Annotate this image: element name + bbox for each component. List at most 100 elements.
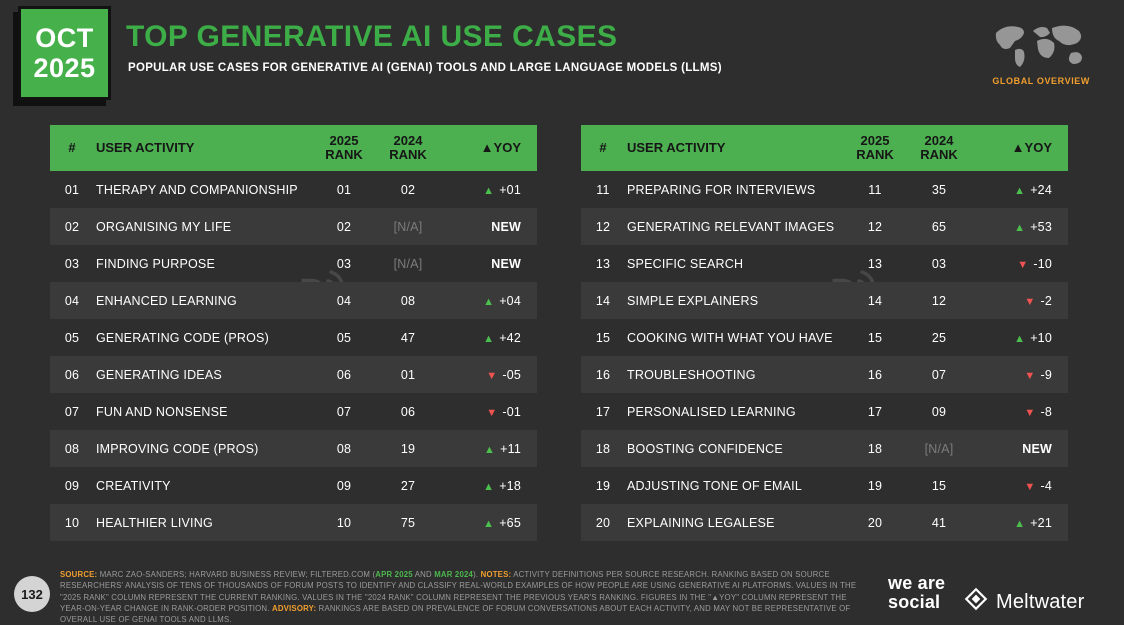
yoy-arrow-icon: ▲ <box>483 480 495 493</box>
row-index: 04 <box>64 293 80 308</box>
yoy-arrow-icon: ▼ <box>486 369 498 382</box>
row-rank-2025: 14 <box>867 293 883 308</box>
source-link[interactable]: MAR 2024 <box>434 570 474 579</box>
row-rank-2025: 18 <box>867 441 883 456</box>
we-are-social-line: we are <box>888 573 946 593</box>
row-rank-2025: 15 <box>867 330 883 345</box>
source-link[interactable]: APR 2025 <box>375 570 413 579</box>
we-are-social-line: social <box>888 591 941 612</box>
column-header-index: # <box>68 139 76 155</box>
row-yoy: ▼ -4 <box>972 479 1068 493</box>
row-yoy: ▼ -01 <box>441 405 537 419</box>
row-index: 08 <box>64 441 80 456</box>
row-rank-2024: 15 <box>931 478 947 493</box>
row-activity: FUN AND NONSENSE <box>96 404 228 419</box>
row-yoy: ▲ +42 <box>441 331 537 345</box>
table-row: 06 GENERATING IDEAS 06 01 ▼ -05 <box>50 356 537 393</box>
yoy-value: +11 <box>500 441 521 456</box>
row-activity: HEALTHIER LIVING <box>96 515 213 530</box>
column-header-activity: USER ACTIVITY <box>96 139 195 155</box>
row-yoy: NEW <box>441 257 537 271</box>
row-rank-2024: 75 <box>400 515 416 530</box>
row-activity: EXPLAINING LEGALESE <box>627 515 775 530</box>
yoy-arrow-icon: ▼ <box>1024 480 1036 493</box>
table-row: 12 GENERATING RELEVANT IMAGES 12 65 ▲ +53 <box>581 208 1068 245</box>
source-text: SOURCE: <box>60 570 98 579</box>
table-row: 05 GENERATING CODE (PROS) 05 47 ▲ +42 <box>50 319 537 356</box>
row-rank-2024: 01 <box>400 367 416 382</box>
source-text: NOTES: <box>480 570 512 579</box>
yoy-value: +53 <box>1030 219 1052 234</box>
column-header-rank-2025: 2025 RANK <box>856 132 894 162</box>
table-row: 20 EXPLAINING LEGALESE 20 41 ▲ +21 <box>581 504 1068 541</box>
row-activity: TROUBLESHOOTING <box>627 367 756 382</box>
row-rank-2025: 11 <box>868 182 882 197</box>
yoy-value: +21 <box>1030 515 1052 530</box>
row-rank-2025: 06 <box>336 367 352 382</box>
row-rank-2024: 07 <box>931 367 947 382</box>
yoy-arrow-icon: ▲ <box>1014 184 1026 197</box>
row-rank-2025: 17 <box>867 404 883 419</box>
row-index: 16 <box>595 367 611 382</box>
source-text: AND <box>412 570 435 579</box>
row-index: 18 <box>595 441 611 456</box>
world-map-icon <box>992 20 1092 70</box>
row-yoy: ▲ +24 <box>972 183 1068 197</box>
table-header-row: # USER ACTIVITY 2025 RANK 2024 RANK ▲YOY <box>50 125 537 171</box>
row-activity: PREPARING FOR INTERVIEWS <box>627 182 816 197</box>
row-activity: BOOSTING CONFIDENCE <box>627 441 783 456</box>
row-activity: SPECIFIC SEARCH <box>627 256 744 271</box>
yoy-arrow-icon: ▲ <box>1014 221 1026 234</box>
table-row: 17 PERSONALISED LEARNING 17 09 ▼ -8 <box>581 393 1068 430</box>
table-row: 09 CREATIVITY 09 27 ▲ +18 <box>50 467 537 504</box>
yoy-arrow-icon: ▲ <box>484 443 496 456</box>
meltwater-logo: Meltwater <box>963 586 1085 618</box>
yoy-value: +42 <box>499 330 521 345</box>
row-yoy: ▲ +18 <box>441 479 537 493</box>
yoy-value: -05 <box>502 367 521 382</box>
row-activity: SIMPLE EXPLAINERS <box>627 293 759 308</box>
yoy-value: +10 <box>1030 330 1052 345</box>
table-row: 07 FUN AND NONSENSE 07 06 ▼ -01 <box>50 393 537 430</box>
page-title: TOP GENERATIVE AI USE CASES <box>126 20 618 53</box>
yoy-value: -9 <box>1040 367 1052 382</box>
row-rank-2024: 27 <box>400 478 416 493</box>
row-rank-2024: 35 <box>931 182 947 197</box>
yoy-value: -8 <box>1040 404 1052 419</box>
column-header-yoy: ▲YOY <box>1011 139 1052 155</box>
yoy-value: -10 <box>1033 256 1052 271</box>
row-index: 01 <box>64 182 80 197</box>
date-year: 2025 <box>33 53 96 83</box>
table-row: 10 HEALTHIER LIVING 10 75 ▲ +65 <box>50 504 537 541</box>
yoy-arrow-icon: ▲ <box>483 184 495 197</box>
row-activity: GENERATING IDEAS <box>96 367 222 382</box>
row-rank-2025: 08 <box>336 441 352 456</box>
row-rank-2025: 02 <box>336 219 352 234</box>
row-yoy: ▲ +21 <box>972 516 1068 530</box>
source-text: ACTIVITY DEFINITIONS PER SOURCE RESEARCH… <box>60 570 857 613</box>
row-activity: PERSONALISED LEARNING <box>627 404 796 419</box>
source-text: ADVISORY: <box>271 603 317 613</box>
table-body: 11 PREPARING FOR INTERVIEWS 11 35 ▲ +24 1… <box>581 171 1068 541</box>
row-rank-2024: 06 <box>400 404 416 419</box>
row-rank-2025: 04 <box>336 293 352 308</box>
row-rank-2024: 25 <box>931 330 947 345</box>
meltwater-logo-text: Meltwater <box>996 590 1085 613</box>
row-yoy: ▼ -8 <box>972 405 1068 419</box>
row-rank-2024: 03 <box>931 256 947 271</box>
row-rank-2025: 20 <box>867 515 883 530</box>
row-index: 12 <box>595 219 611 234</box>
row-index: 13 <box>595 256 611 271</box>
table-row: 11 PREPARING FOR INTERVIEWS 11 35 ▲ +24 <box>581 171 1068 208</box>
page-number-badge: 132 <box>14 576 50 612</box>
row-rank-2025: 07 <box>336 404 352 419</box>
yoy-value: -01 <box>502 404 521 419</box>
row-index: 09 <box>64 478 80 493</box>
meltwater-logo-icon <box>963 586 989 618</box>
row-index: 15 <box>595 330 611 345</box>
row-index: 11 <box>596 182 610 197</box>
column-header-yoy: ▲YOY <box>480 139 521 155</box>
row-rank-2024: 19 <box>400 441 416 456</box>
table-row: 19 ADJUSTING TONE OF EMAIL 19 15 ▼ -4 <box>581 467 1068 504</box>
row-index: 03 <box>64 256 80 271</box>
